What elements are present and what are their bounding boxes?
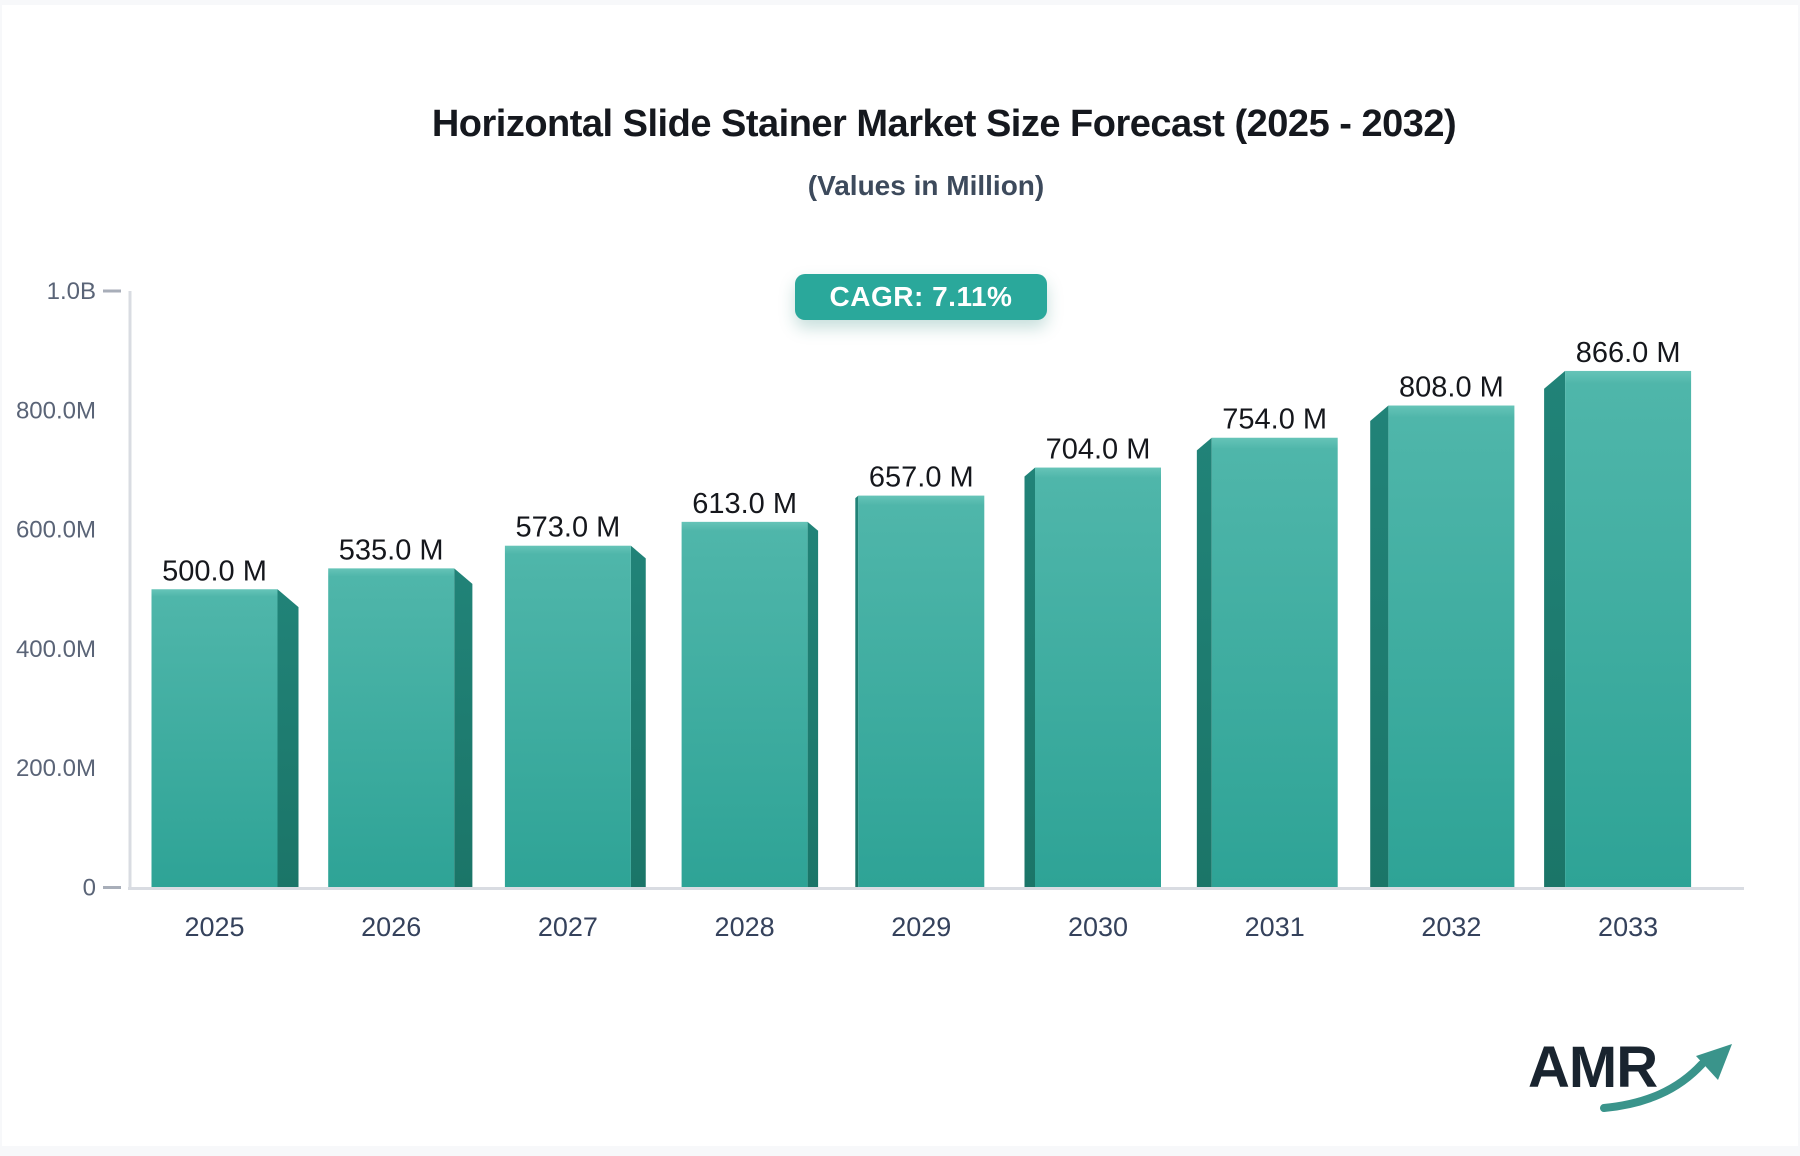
bar-side-face [454,568,473,888]
bar-side-face [1196,437,1212,888]
x-tick-label: 2025 [184,912,244,942]
chart-title: Horizontal Slide Stainer Market Size For… [431,103,1457,145]
bar: 535.0 M 2026 [328,534,473,942]
bar-front-face [151,589,278,888]
bar-side-face [807,521,819,888]
amr-logo-text: AMR [1528,1035,1658,1100]
bar-side-face [1544,370,1566,888]
x-tick-label: 2031 [1245,912,1305,942]
bar: 808.0 M 2032 [1370,372,1515,942]
bar-front-face [504,545,631,888]
bar-value-label: 500.0 M [162,555,267,587]
bar-front-face [1211,437,1338,888]
bar: 754.0 M 2031 [1196,404,1338,942]
cagr-badge: CAGR: 7.11% [795,274,1047,320]
y-tick-label: 1.0B [47,278,96,305]
bar-value-label: 657.0 M [869,462,974,494]
bar-front-face [1565,370,1692,888]
bar: 657.0 M 2029 [855,462,985,942]
bar: 866.0 M 2033 [1544,337,1692,942]
bar-chart: 0 200.0M 400.0M 600.0M 800.0M 1.0B 500.0 M 2025… [16,278,1744,942]
y-tick-label: 800.0M [16,397,96,424]
x-tick-label: 2026 [361,912,421,942]
y-tick-label: 200.0M [16,755,96,782]
growth-arrow-icon [1600,1044,1732,1112]
y-tick-label: 600.0M [16,517,96,544]
bar-value-label: 808.0 M [1399,372,1504,404]
bar-value-label: 866.0 M [1576,337,1681,369]
amr-logo: AMR [1528,1036,1768,1116]
bar-side-face [855,495,859,888]
bar-value-label: 754.0 M [1222,404,1327,436]
chart-subtitle: (Values in Million) [807,170,1045,201]
bar-side-face [630,545,646,888]
bar-front-face [858,495,985,888]
y-tick-label: 400.0M [16,636,96,663]
x-tick-label: 2033 [1598,912,1658,942]
bar-front-face [681,521,808,888]
x-tick-label: 2028 [715,912,775,942]
bar-value-label: 613.0 M [692,488,797,520]
bar-value-label: 535.0 M [339,534,444,566]
bar-front-face [1388,405,1515,888]
x-tick-label: 2032 [1421,912,1481,942]
bar: 500.0 M 2025 [151,555,299,942]
bar-side-face [277,589,299,888]
bar: 704.0 M 2030 [1024,434,1161,942]
x-tick-label: 2029 [891,912,951,942]
bar-front-face [328,568,455,888]
bar-front-face [1035,467,1161,888]
x-tick-label: 2030 [1068,912,1128,942]
bar-value-label: 704.0 M [1046,434,1151,466]
x-tick-label: 2027 [538,912,598,942]
bar-value-label: 573.0 M [516,512,621,544]
bar: 613.0 M 2028 [681,488,819,942]
y-tick-label: 0 [83,875,96,902]
bar-side-face [1370,405,1389,888]
bar: 573.0 M 2027 [504,512,646,942]
bar-side-face [1024,467,1035,888]
